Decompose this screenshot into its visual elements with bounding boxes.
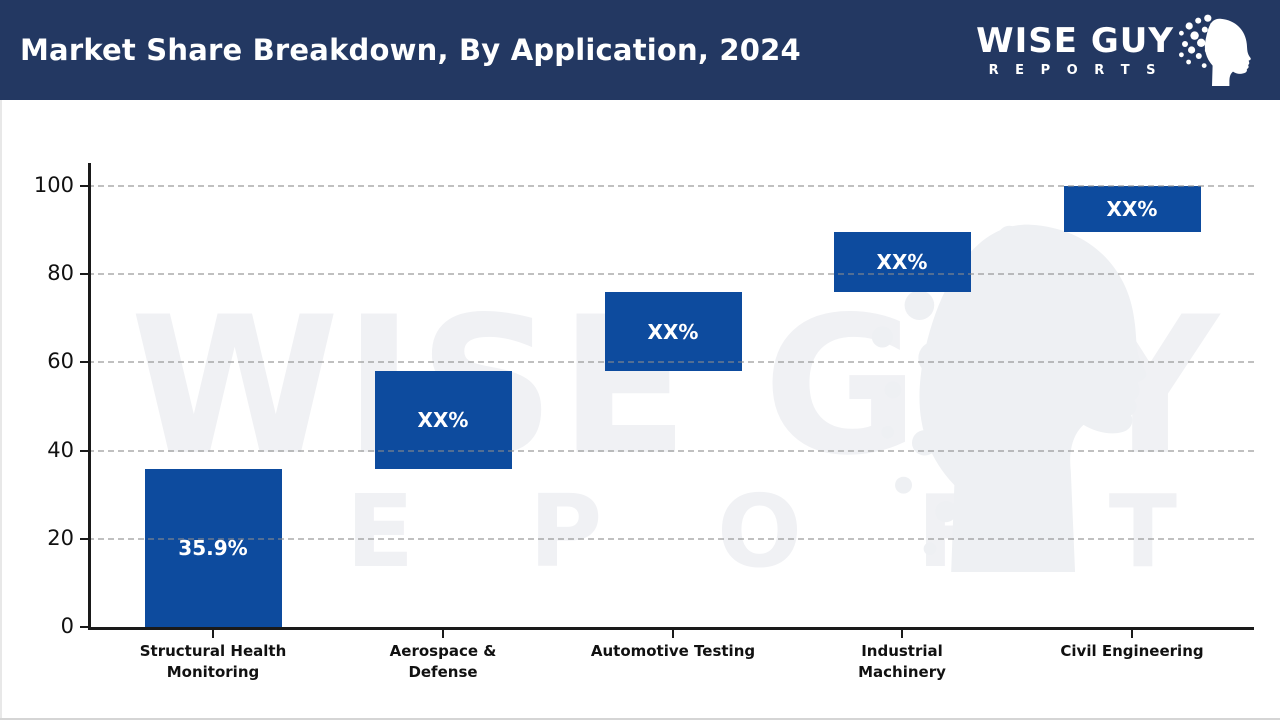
gridline [88, 185, 1254, 187]
y-tick-label: 20 [47, 525, 74, 550]
x-tick-mark [442, 630, 444, 638]
brand-subtitle: R E P O R T S [988, 62, 1162, 78]
brand-logo: WISE GUY R E P O R T S [976, 7, 1254, 93]
y-tick-label: 0 [60, 614, 74, 638]
x-tick-label: Industrial Machinery [858, 642, 946, 681]
watermark-face-icon [860, 212, 1180, 576]
gridline [88, 361, 1254, 364]
x-tick-label: Civil Engineering [1060, 642, 1204, 660]
y-tick-label: 60 [47, 349, 74, 374]
y-tick-label: 80 [47, 261, 74, 286]
x-tick-label: Automotive Testing [590, 642, 756, 660]
y-tick-mark [80, 361, 88, 364]
gridline [88, 273, 1254, 276]
x-tick-mark [901, 630, 903, 638]
x-tick-mark [212, 630, 214, 638]
bar-value-label: XX% [647, 319, 699, 344]
chart-canvas: WISE GUY R E P O R T S 35.9% XX% XX% XX% XX%… [0, 100, 1280, 718]
bar-segment: XX% [833, 232, 971, 293]
brand-logo-text: WISE GUY R E P O R T S [976, 24, 1174, 77]
y-axis-line [88, 163, 91, 630]
x-axis-line [88, 627, 1254, 630]
y-tick-label: 100 [33, 173, 74, 197]
gridline [88, 449, 1254, 452]
bar-segment: XX% [1063, 186, 1201, 233]
x-tick-label: Structural Health Monitoring [139, 642, 287, 681]
gridline [88, 537, 1254, 540]
bar-segment: XX% [374, 370, 512, 469]
bar-segment: 35.9% [144, 468, 282, 627]
y-tick-mark [80, 185, 88, 187]
x-tick-label: Aerospace & Defense [389, 642, 497, 681]
brand-name: WISE GUY [976, 20, 1174, 61]
header-bar: Market Share Breakdown, By Application, … [0, 0, 1280, 100]
watermark-text-line2: R E P O R T S [154, 473, 1280, 590]
y-tick-label: 40 [47, 437, 74, 462]
y-tick-mark [80, 449, 88, 452]
y-tick-mark [80, 273, 88, 276]
page-title: Market Share Breakdown, By Application, … [20, 33, 801, 67]
bar-segment: XX% [604, 292, 742, 371]
bar-value-label: XX% [876, 250, 928, 275]
bar-value-label: XX% [417, 407, 469, 432]
x-tick-mark [672, 630, 674, 638]
wise-guy-face-icon [1176, 7, 1254, 93]
bar-value-label: XX% [1106, 197, 1158, 222]
bar-value-label: 35.9% [178, 535, 248, 560]
y-tick-mark [80, 626, 88, 628]
y-tick-mark [80, 537, 88, 540]
x-tick-mark [1131, 630, 1133, 638]
